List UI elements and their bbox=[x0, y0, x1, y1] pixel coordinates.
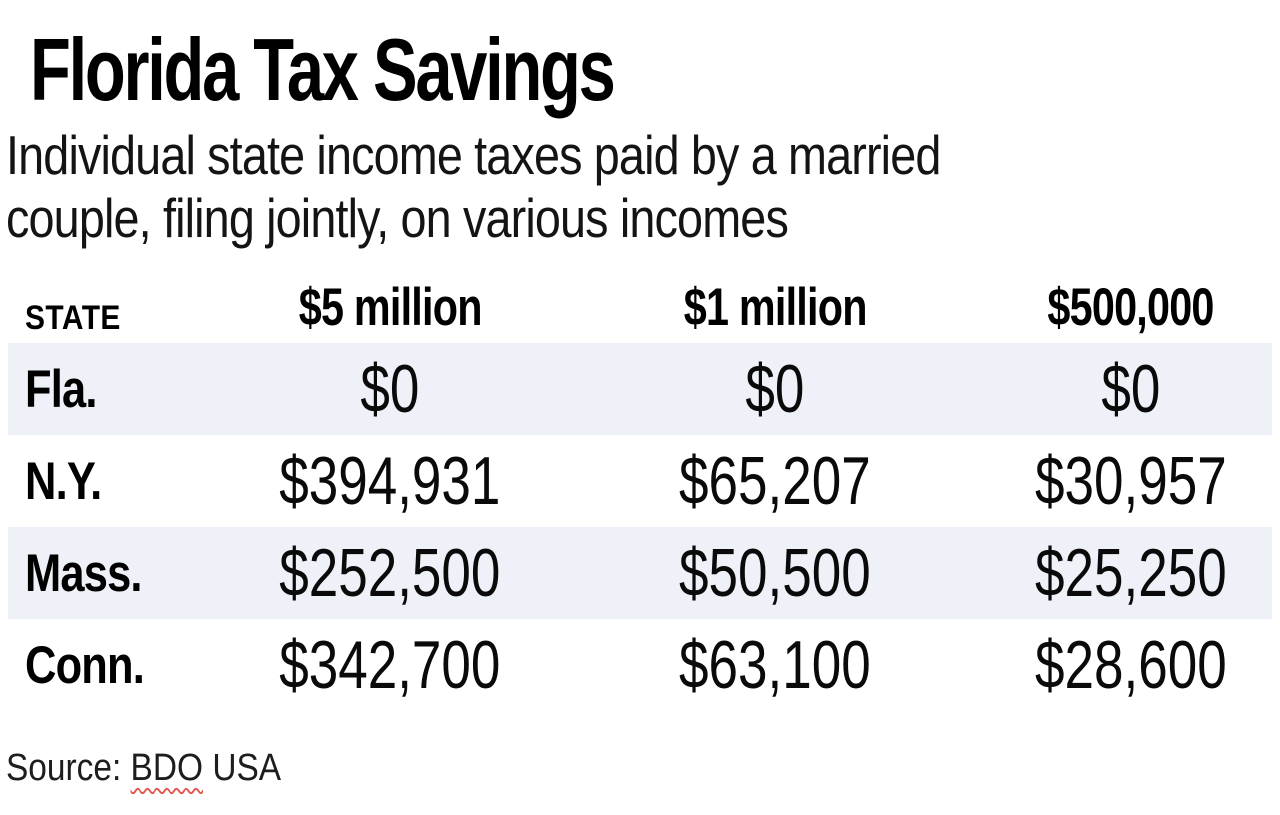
table-row-ny: N.Y. $394,931 $65,207 $30,957 bbox=[8, 435, 1272, 527]
source-text: Source: BDO USA bbox=[6, 747, 281, 790]
column-header-1-million: $1 million bbox=[683, 278, 868, 338]
source-line: Source: BDO USA bbox=[6, 747, 1280, 790]
table-row-mass: Mass. $252,500 $50,500 $25,250 bbox=[8, 527, 1272, 620]
column-header-5-million: $5 million bbox=[298, 278, 483, 338]
cell-conn-1m: $63,100 bbox=[679, 627, 871, 704]
cell-conn-5m: $342,700 bbox=[279, 627, 501, 704]
cell-ny-500k: $30,957 bbox=[1035, 443, 1227, 520]
cell-fla-5m: $0 bbox=[360, 351, 420, 428]
row-label-conn: Conn. bbox=[25, 635, 145, 695]
page-title: Florida Tax Savings bbox=[30, 26, 1280, 114]
cell-ny-5m: $394,931 bbox=[279, 443, 501, 520]
cell-conn-500k: $28,600 bbox=[1035, 627, 1227, 704]
cell-mass-1m: $50,500 bbox=[679, 535, 871, 612]
row-label-fla: Fla. bbox=[25, 359, 97, 419]
table-row-conn: Conn. $342,700 $63,100 $28,600 bbox=[8, 619, 1272, 711]
cell-fla-1m: $0 bbox=[745, 351, 805, 428]
source-name: BDO bbox=[130, 747, 204, 790]
page-title-text: Florida Tax Savings bbox=[30, 20, 616, 119]
subtitle-line-1: Individual state income taxes paid by a … bbox=[6, 124, 941, 186]
column-header-500-thousand: $500,000 bbox=[1047, 278, 1215, 338]
table-header-row: STATE $5 million $1 million $500,000 bbox=[8, 277, 1272, 343]
chart-subtitle: Individual state income taxes paid by a … bbox=[6, 124, 1280, 249]
source-rest: USA bbox=[212, 747, 282, 790]
column-header-state: STATE bbox=[25, 299, 121, 338]
cell-fla-500k: $0 bbox=[1101, 351, 1161, 428]
row-label-ny: N.Y. bbox=[25, 451, 102, 511]
subtitle-line-2: couple, filing jointly, on various incom… bbox=[6, 186, 789, 249]
cell-mass-500k: $25,250 bbox=[1035, 535, 1227, 612]
table-row-fla: Fla. $0 $0 $0 bbox=[8, 343, 1272, 436]
cell-mass-5m: $252,500 bbox=[279, 535, 501, 612]
row-label-mass: Mass. bbox=[25, 543, 143, 603]
tax-table: STATE $5 million $1 million $500,000 Fla… bbox=[8, 277, 1272, 711]
cell-ny-1m: $65,207 bbox=[679, 443, 871, 520]
source-label: Source: bbox=[6, 747, 122, 790]
